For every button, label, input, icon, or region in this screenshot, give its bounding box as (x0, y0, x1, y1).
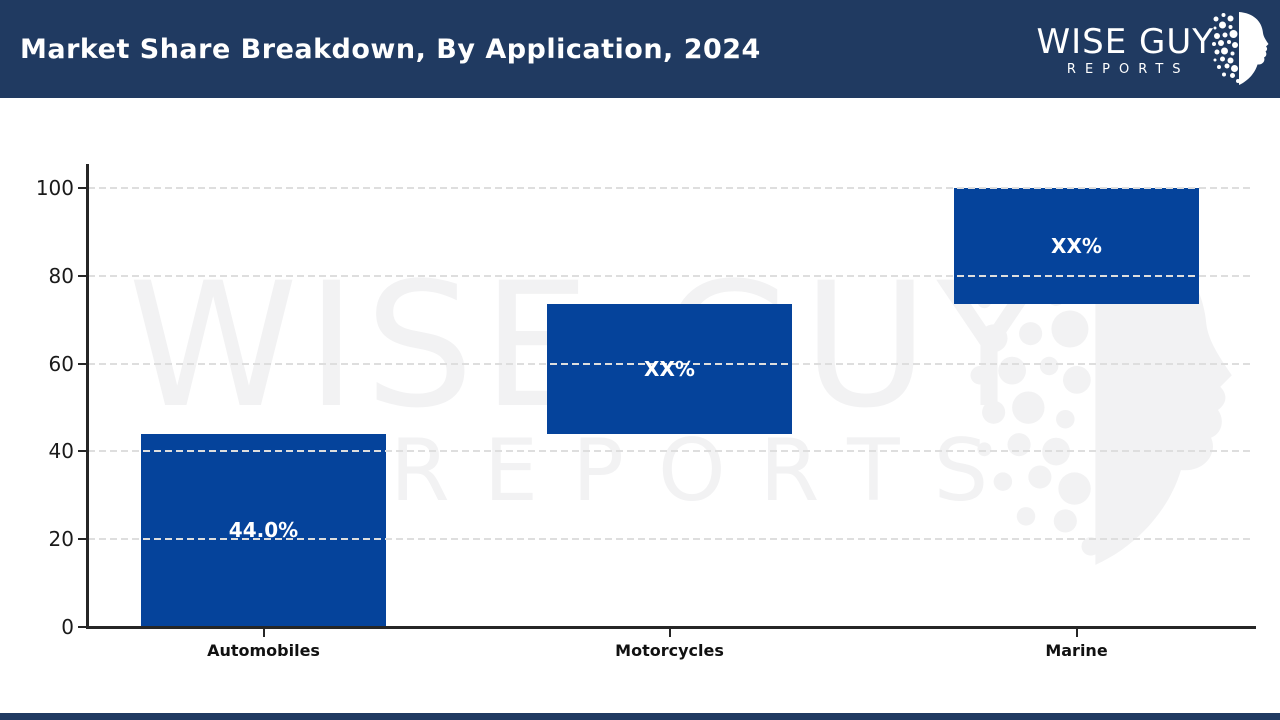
y-axis-tick (78, 275, 86, 277)
logo-reports-label: REPORTS (1067, 63, 1190, 76)
x-tick-label-motorcycles: Motorcycles (615, 641, 724, 660)
gridline-y-80 (88, 275, 1254, 277)
y-tick-label-0: 0 (0, 615, 74, 639)
y-axis-tick (78, 626, 86, 628)
page-title: Market Share Breakdown, By Application, … (20, 0, 761, 98)
chart-canvas: Market Share Breakdown, By Application, … (0, 0, 1280, 720)
x-axis-tick (669, 629, 671, 637)
bar-value-label-marine: XX% (1051, 234, 1102, 258)
y-axis-tick (78, 538, 86, 540)
face-profile-dots-icon (1208, 10, 1272, 90)
y-tick-label-80: 80 (0, 264, 74, 288)
gridline-y-100 (88, 187, 1254, 189)
y-tick-label-60: 60 (0, 352, 74, 376)
footer-accent-strip (0, 713, 1280, 720)
y-axis-tick (78, 187, 86, 189)
x-axis-spine (86, 626, 1256, 629)
bar-value-label-automobiles: 44.0% (229, 518, 298, 542)
logo-text: WISE GUY REPORTS (1036, 25, 1214, 76)
y-tick-label-100: 100 (0, 176, 74, 200)
y-tick-label-20: 20 (0, 527, 74, 551)
logo-wise-guy-label: WISE GUY (1036, 25, 1214, 59)
wise-guy-reports-logo: WISE GUY REPORTS (1022, 8, 1272, 92)
x-axis-tick (1076, 629, 1078, 637)
y-tick-label-40: 40 (0, 439, 74, 463)
gridline-y-40 (88, 450, 1254, 452)
x-axis-tick (263, 629, 265, 637)
plot-area: 44.0% XX% XX% 0 20 40 60 80 100 Automobiles Moto… (0, 98, 1280, 714)
x-tick-label-marine: Marine (1045, 641, 1107, 660)
y-axis-tick (78, 450, 86, 452)
y-axis-spine (86, 164, 89, 629)
bar-value-label-motorcycles: XX% (644, 357, 695, 381)
x-tick-label-automobiles: Automobiles (207, 641, 320, 660)
y-axis-tick (78, 363, 86, 365)
header-bar: Market Share Breakdown, By Application, … (0, 0, 1280, 98)
